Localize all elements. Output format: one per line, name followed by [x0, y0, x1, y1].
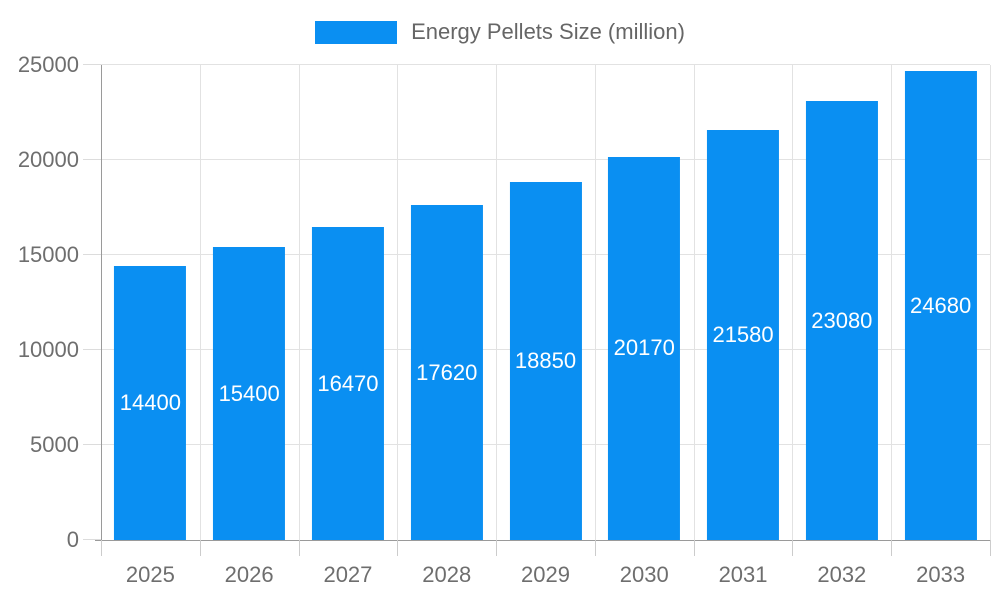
- bar-value-label: 14400: [119, 390, 181, 416]
- bar-2032[interactable]: 23080: [805, 101, 878, 540]
- v-gridline: [594, 65, 596, 540]
- x-axis-labels: 2025 2026 2027 2028 2029 2030 2031 2032 2033: [101, 540, 990, 600]
- bar-2025[interactable]: 14400: [114, 266, 187, 540]
- y-axis-tick-label: 20000: [17, 147, 79, 172]
- bar-value-label: 20170: [613, 335, 675, 361]
- x-axis-tick-label: 2032: [817, 562, 867, 587]
- x-axis-tick-mark: [298, 540, 300, 556]
- y-axis-tick-mark: [83, 64, 101, 65]
- y-axis-tick-mark: [83, 159, 101, 160]
- v-gridline: [496, 65, 498, 540]
- x-axis-tick-mark: [792, 540, 794, 556]
- y-axis-ticks: [83, 64, 101, 540]
- bar-2026[interactable]: 15400: [213, 247, 286, 540]
- x-axis-tick-label: 2027: [323, 562, 373, 587]
- x-axis-tick-label: 2030: [619, 562, 669, 587]
- x-axis-tick-mark: [101, 540, 102, 556]
- v-gridline: [693, 65, 695, 540]
- chart-legend[interactable]: Energy Pellets Size (million): [0, 19, 1000, 45]
- bar-2033[interactable]: 24680: [904, 71, 977, 540]
- x-axis-tick-mark: [891, 540, 893, 556]
- v-gridline: [891, 65, 893, 540]
- x-axis-tick-label: 2031: [718, 562, 768, 587]
- bar-value-label: 21580: [712, 321, 774, 347]
- y-axis-tick-label: 10000: [17, 337, 79, 362]
- v-gridline: [199, 65, 201, 540]
- plot-area: 14400 15400 16470 17620 18850 20170 21580 23080…: [101, 64, 991, 540]
- x-axis-tick-label: 2028: [422, 562, 472, 587]
- y-axis-tick-mark: [83, 444, 101, 445]
- bar-2028[interactable]: 17620: [410, 205, 483, 540]
- v-gridline: [990, 65, 991, 540]
- bar-2030[interactable]: 20170: [608, 156, 681, 540]
- x-axis-tick-mark: [496, 540, 498, 556]
- x-axis-tick-label: 2029: [521, 562, 570, 587]
- y-axis-tick-mark: [83, 539, 101, 540]
- y-axis-tick-label: 25000: [17, 52, 79, 77]
- x-axis-tick-label: 2025: [125, 562, 175, 587]
- y-axis-tick-label: 15000: [17, 242, 79, 267]
- y-axis-labels: 0 5000 10000 15000 20000 25000: [0, 52, 79, 552]
- x-axis-tick-label: 2033: [916, 562, 966, 587]
- legend-label: Energy Pellets Size (million): [411, 19, 685, 44]
- y-axis-line: [101, 65, 102, 556]
- v-gridline: [397, 65, 399, 540]
- y-axis-tick-mark: [83, 254, 101, 255]
- x-axis-tick-mark: [397, 540, 399, 556]
- x-axis-ticks: [101, 540, 991, 556]
- y-axis-tick-mark: [83, 349, 101, 350]
- bar-value-label: 24680: [910, 292, 972, 318]
- x-axis-tick-mark: [199, 540, 201, 556]
- v-gridline: [792, 65, 794, 540]
- bar-value-label: 18850: [514, 347, 577, 373]
- bar-value-label: 16470: [317, 370, 379, 396]
- bar-value-label: 15400: [218, 380, 280, 406]
- h-gridline: [101, 64, 990, 65]
- bar-2029[interactable]: 18850: [509, 181, 582, 540]
- x-axis-line: [95, 540, 990, 541]
- bar-2031[interactable]: 21580: [707, 129, 780, 540]
- y-axis-tick-label: 0: [66, 527, 79, 552]
- h-gridline: [101, 159, 990, 160]
- x-axis-tick-mark: [594, 540, 596, 556]
- legend-swatch-icon: [315, 20, 398, 44]
- bar-value-label: 17620: [416, 359, 478, 385]
- x-axis-tick-mark: [990, 540, 991, 556]
- y-axis-tick-label: 5000: [30, 432, 79, 457]
- x-axis-tick-label: 2026: [224, 562, 274, 587]
- x-axis-tick-mark: [693, 540, 695, 556]
- v-gridline: [298, 65, 300, 540]
- bar-2027[interactable]: 16470: [311, 227, 384, 540]
- bar-value-label: 23080: [811, 307, 873, 333]
